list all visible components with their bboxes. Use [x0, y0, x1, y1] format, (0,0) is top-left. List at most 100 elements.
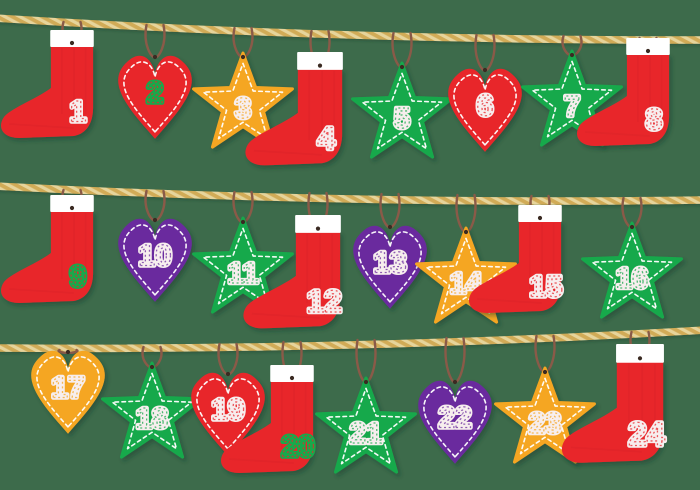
number-outline: 23 — [529, 408, 561, 440]
star-body — [581, 221, 683, 319]
rope-shading — [0, 14, 700, 44]
grommet-icon — [289, 375, 295, 381]
heart-body — [31, 350, 105, 434]
stitch-border — [504, 377, 586, 455]
grommet-icon — [317, 63, 323, 68]
stocking-body — [0, 46, 94, 138]
number-stitch-texture: 6 — [477, 90, 494, 123]
number-stitch-texture: 4 — [318, 120, 336, 156]
number-outline: 2 — [147, 77, 164, 110]
grommet-icon — [537, 215, 543, 221]
number-outline: 17 — [51, 372, 84, 405]
ornament-3[interactable]: 333 — [192, 51, 294, 149]
grommet-icon — [387, 224, 393, 230]
ornament-1[interactable]: 111 — [0, 30, 94, 138]
stocking-ribbing — [477, 223, 555, 304]
stitch-border — [358, 231, 422, 304]
number-outline: 9 — [70, 261, 87, 294]
ornament-8[interactable]: 888 — [576, 38, 670, 146]
stocking-body — [561, 361, 664, 463]
grommet-icon — [240, 54, 246, 60]
grommet-icon — [637, 356, 643, 361]
grommet-icon — [363, 379, 369, 385]
stocking-ribbing — [251, 233, 334, 319]
ornament-number: 18 — [136, 403, 168, 435]
ornament-number: 8 — [646, 104, 663, 137]
number-outline: 20 — [281, 431, 314, 464]
ornament-4[interactable]: 444 — [245, 52, 343, 166]
stitch-border — [423, 386, 487, 459]
number-stitch-texture: 24 — [628, 416, 665, 453]
stitch-border — [361, 72, 443, 150]
ornament-number: 21 — [350, 418, 382, 450]
ornament-5[interactable]: 555 — [351, 61, 453, 159]
grommet-icon — [69, 40, 75, 46]
grommet-icon — [542, 369, 548, 375]
stitch-border — [325, 387, 407, 465]
rope-shading — [0, 182, 700, 205]
stocking-ribbing — [585, 56, 663, 137]
grommet-icon — [569, 52, 575, 58]
rope-cord — [0, 326, 700, 353]
stocking-body — [468, 221, 562, 313]
ornament-2[interactable]: 222 — [118, 54, 192, 139]
heart-body — [448, 68, 522, 152]
number-outline: 18 — [136, 403, 168, 435]
ornament-9[interactable]: 999 — [0, 195, 94, 303]
ornament-number: 17 — [51, 372, 84, 405]
ornament-number: 5 — [394, 103, 410, 135]
grommet-icon — [149, 364, 155, 370]
stocking-body — [576, 54, 670, 146]
ornament-number: 4 — [318, 120, 336, 156]
stitch-border — [123, 61, 187, 134]
ornament-number: 22 — [438, 402, 471, 435]
ornament-number: 19 — [211, 394, 244, 427]
number-outline: 8 — [646, 104, 663, 137]
star-body — [315, 376, 417, 474]
ornament-number: 2 — [147, 77, 164, 110]
stocking-body — [245, 68, 343, 166]
number-outline: 12 — [307, 283, 342, 319]
stocking-ribbing — [9, 48, 87, 129]
ornament-6[interactable]: 666 — [448, 67, 522, 152]
heart-body — [118, 55, 192, 139]
number-stitch-texture: 16 — [616, 263, 648, 295]
ornament-number: 1 — [70, 96, 87, 129]
stocking-cuff — [518, 205, 562, 222]
number-stitch-texture: 1 — [70, 96, 87, 129]
stocking-body — [243, 231, 341, 329]
ornament-number: 13 — [373, 247, 406, 280]
number-outline: 15 — [529, 271, 562, 304]
stocking-ribbing — [9, 213, 87, 294]
stitch-border — [591, 232, 673, 310]
stocking-cuff — [50, 195, 94, 212]
ornament-number: 6 — [477, 90, 494, 123]
star-body — [192, 216, 294, 314]
ropes-layer — [0, 14, 700, 353]
stocking-ribbing — [253, 70, 336, 156]
stitch-border — [36, 356, 100, 429]
stocking-cuff — [297, 52, 343, 70]
number-outline: 13 — [373, 247, 406, 280]
grommet-icon — [69, 205, 75, 211]
ornament-7[interactable]: 777 — [521, 49, 623, 147]
stocking-cuff — [626, 38, 670, 55]
